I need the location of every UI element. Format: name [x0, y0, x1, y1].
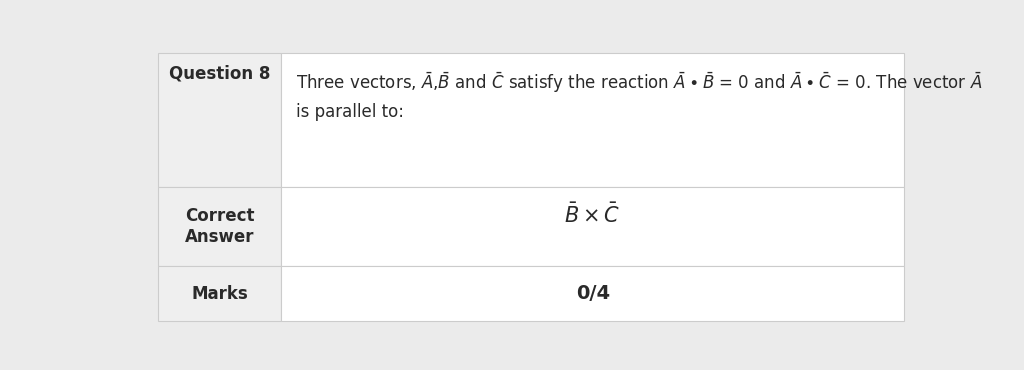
- Text: is parallel to:: is parallel to:: [296, 103, 403, 121]
- Bar: [158, 266, 282, 321]
- Text: Three vectors, $\bar{A}$,$\bar{B}$ and $\bar{C}$ satisfy the reaction $\bar{A}\b: Three vectors, $\bar{A}$,$\bar{B}$ and $…: [296, 70, 982, 95]
- Text: Marks: Marks: [191, 285, 248, 303]
- Bar: [158, 53, 282, 187]
- Bar: [282, 266, 904, 321]
- Text: 0/4: 0/4: [575, 284, 609, 303]
- Bar: [282, 187, 904, 266]
- Text: Question 8: Question 8: [169, 64, 270, 82]
- Text: Correct
Answer: Correct Answer: [185, 207, 254, 246]
- Bar: [158, 187, 282, 266]
- Bar: [282, 53, 904, 187]
- Text: $\bar{B}\times\bar{C}$: $\bar{B}\times\bar{C}$: [564, 203, 621, 227]
